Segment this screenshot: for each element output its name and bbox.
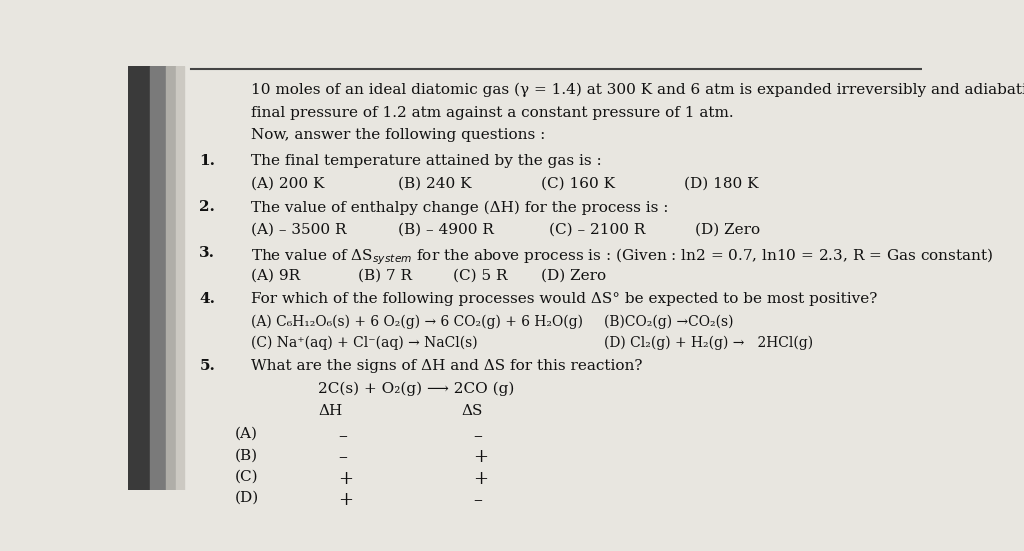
Text: –: – [473, 491, 482, 509]
Text: The final temperature attained by the gas is :: The final temperature attained by the ga… [251, 154, 602, 168]
Text: (A) C₆H₁₂O₆(s) + 6 O₂(g) → 6 CO₂(g) + 6 H₂O(g): (A) C₆H₁₂O₆(s) + 6 O₂(g) → 6 CO₂(g) + 6 … [251, 315, 583, 329]
Text: (C) 160 K: (C) 160 K [541, 177, 614, 191]
Text: (C): (C) [236, 469, 259, 484]
Text: (B): (B) [236, 448, 258, 462]
Text: +: + [473, 469, 488, 488]
Text: 4.: 4. [200, 292, 215, 306]
Text: (A) 9R: (A) 9R [251, 268, 300, 283]
Text: For which of the following processes would ΔS° be expected to be most positive?: For which of the following processes wou… [251, 292, 878, 306]
Text: –: – [338, 427, 347, 445]
Text: (D) Cl₂(g) + H₂(g) →   2HCl(g): (D) Cl₂(g) + H₂(g) → 2HCl(g) [604, 336, 813, 350]
Bar [176, 66, 183, 490]
Text: 3.: 3. [200, 246, 215, 260]
Text: (A) – 3500 R: (A) – 3500 R [251, 223, 346, 237]
Text: final pressure of 1.2 atm against a constant pressure of 1 atm.: final pressure of 1.2 atm against a cons… [251, 106, 733, 120]
Text: (C) Na⁺(aq) + Cl⁻(aq) → NaCl(s): (C) Na⁺(aq) + Cl⁻(aq) → NaCl(s) [251, 336, 477, 350]
Text: (A): (A) [236, 427, 258, 441]
Text: –: – [338, 448, 347, 466]
Text: ΔH: ΔH [318, 404, 343, 418]
Text: +: + [473, 448, 488, 466]
Text: (B) 240 K: (B) 240 K [397, 177, 471, 191]
Text: ΔS: ΔS [461, 404, 482, 418]
Text: –: – [473, 427, 482, 445]
Text: What are the signs of ΔH and ΔS for this reaction?: What are the signs of ΔH and ΔS for this… [251, 359, 642, 373]
Text: The value of ΔS$_{system}$ for the above process is : (Given : ln2 = 0.7, ln10 =: The value of ΔS$_{system}$ for the above… [251, 246, 993, 267]
Text: 10 moles of an ideal diatomic gas (γ = 1.4) at 300 K and 6 atm is expanded irrev: 10 moles of an ideal diatomic gas (γ = 1… [251, 83, 1024, 98]
Text: (D) Zero: (D) Zero [695, 223, 761, 237]
Text: (D) Zero: (D) Zero [541, 268, 606, 283]
Text: (C) 5 R: (C) 5 R [454, 268, 508, 283]
Text: 2.: 2. [200, 200, 215, 214]
Text: (B) – 4900 R: (B) – 4900 R [397, 223, 494, 237]
Text: +: + [338, 491, 353, 509]
Text: Now, answer the following questions :: Now, answer the following questions : [251, 128, 546, 142]
Text: 2C(s) + O₂(g) ⟶ 2CO (g): 2C(s) + O₂(g) ⟶ 2CO (g) [318, 382, 515, 396]
Text: (B) 7 R: (B) 7 R [358, 268, 412, 283]
Text: The value of enthalpy change (ΔH) for the process is :: The value of enthalpy change (ΔH) for th… [251, 200, 669, 214]
Text: 5.: 5. [200, 359, 215, 373]
Text: (D) 180 K: (D) 180 K [684, 177, 758, 191]
Text: (D): (D) [236, 491, 259, 505]
Bar [166, 66, 176, 490]
Text: (C) – 2100 R: (C) – 2100 R [549, 223, 645, 237]
Text: (B)CO₂(g) →CO₂(s): (B)CO₂(g) →CO₂(s) [604, 315, 733, 329]
Bar [128, 66, 151, 490]
Text: 1.: 1. [200, 154, 215, 168]
Text: +: + [338, 469, 353, 488]
Bar [151, 66, 166, 490]
Text: (A) 200 K: (A) 200 K [251, 177, 325, 191]
